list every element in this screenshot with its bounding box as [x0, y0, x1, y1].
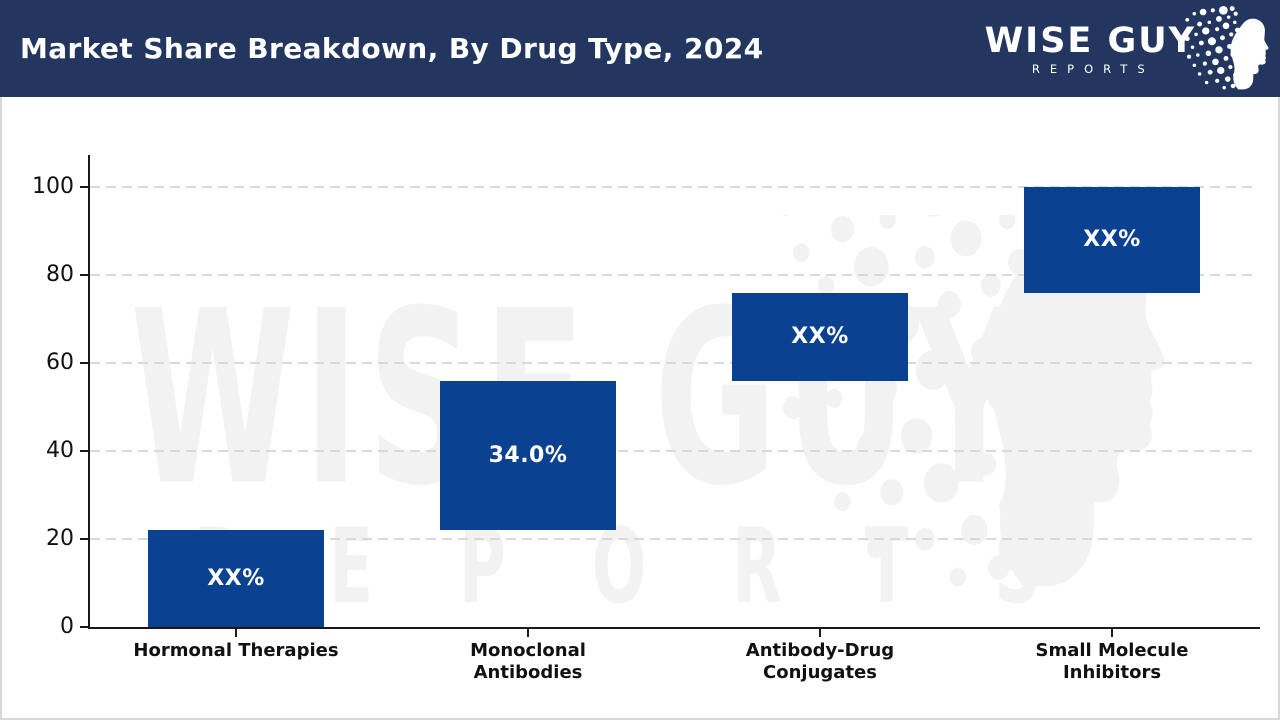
gridline	[90, 538, 1258, 540]
category-label-line: Antibodies	[473, 662, 583, 683]
y-tick-mark	[80, 186, 88, 188]
category-label-hormonal-therapies: Hormonal Therapies	[90, 640, 382, 662]
bar-antibody-drug-conjugates: XX%	[732, 292, 908, 381]
bar-value-label: XX%	[1083, 227, 1141, 253]
x-tick-mark	[1111, 629, 1113, 637]
gridline	[90, 450, 1258, 452]
logo-text: WISE GUY REPORTS	[985, 22, 1196, 76]
y-tick-mark	[80, 274, 88, 276]
bar-small-molecule-inhibitors: XX%	[1024, 187, 1200, 293]
bar-monoclonal-antibodies: 34.0%	[440, 380, 616, 531]
y-axis	[88, 155, 90, 629]
logo-wordmark: WISE GUY	[984, 21, 1196, 61]
x-tick-mark	[819, 629, 821, 637]
x-tick-mark	[235, 629, 237, 637]
y-tick-label: 20	[46, 526, 74, 551]
category-label-line: Hormonal Therapies	[133, 640, 339, 661]
x-axis	[88, 627, 1260, 629]
y-tick-label: 40	[46, 438, 74, 463]
y-tick-label: 0	[60, 614, 74, 639]
y-tick-mark	[80, 450, 88, 452]
y-tick-label: 100	[32, 174, 74, 199]
y-tick-mark	[80, 626, 88, 628]
header-bar: Market Share Breakdown, By Drug Type, 20…	[0, 0, 1280, 97]
x-tick-mark	[527, 629, 529, 637]
category-label-line: Conjugates	[763, 662, 877, 683]
category-label-line: Inhibitors	[1062, 662, 1162, 683]
category-label-monoclonal-antibodies: Monoclonal Antibodies	[382, 640, 674, 684]
category-label-small-molecule-inhibitors: Small Molecule Inhibitors	[966, 640, 1258, 684]
page-title: Market Share Breakdown, By Drug Type, 20…	[20, 32, 764, 65]
y-tick-mark	[80, 362, 88, 364]
gridline	[90, 362, 1258, 364]
gridline	[90, 274, 1258, 276]
gridline	[90, 186, 1258, 188]
wiseguy-head-icon	[1184, 6, 1269, 90]
chart-area: WISE GUY REPORTS 0 20 40 60 80 100 XX% Hormonal…	[0, 97, 1280, 720]
bar-value-label: XX%	[207, 566, 265, 592]
category-label-line: Monoclonal	[470, 640, 586, 661]
wiseguy-logo: WISE GUY REPORTS	[985, 4, 1270, 94]
bar-value-label: 34.0%	[488, 442, 568, 468]
category-label-line: Antibody-Drug	[745, 640, 895, 661]
category-label-line: Small Molecule	[1035, 640, 1189, 661]
category-label-antibody-drug-conjugates: Antibody-Drug Conjugates	[674, 640, 966, 684]
y-tick-label: 60	[46, 350, 74, 375]
y-tick-label: 80	[46, 262, 74, 287]
watermark-subtitle: REPORTS	[194, 508, 1127, 628]
y-tick-mark	[80, 538, 88, 540]
logo-subtitle: REPORTS	[1031, 62, 1155, 76]
bar-value-label: XX%	[791, 324, 849, 350]
bar-hormonal-therapies: XX%	[148, 530, 324, 627]
